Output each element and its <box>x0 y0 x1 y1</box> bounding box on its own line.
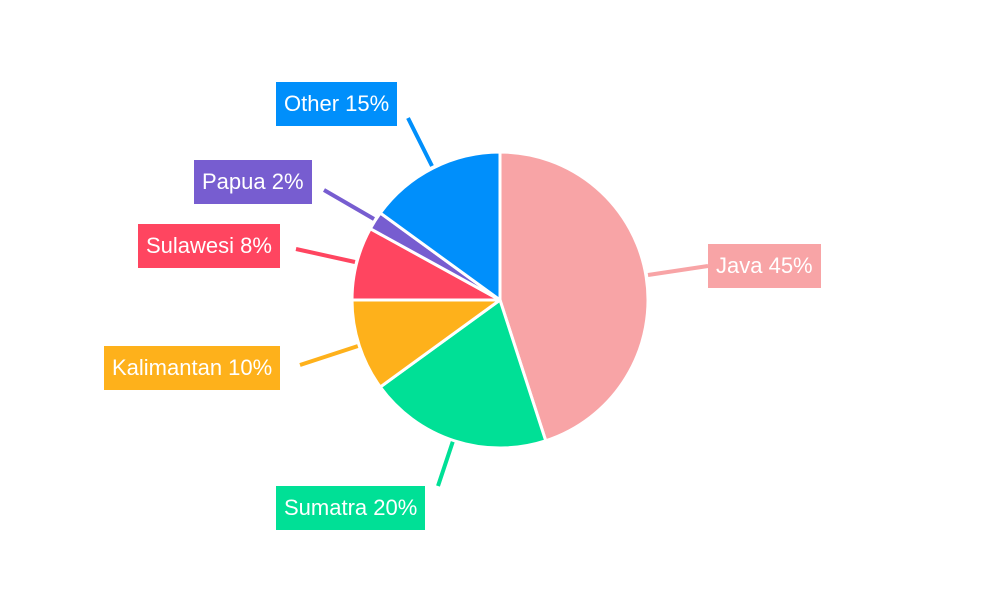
leader-line <box>299 344 359 367</box>
label-papua: Papua 2% <box>194 160 312 204</box>
leader-line <box>322 188 376 221</box>
leader-line <box>406 117 434 167</box>
label-other: Other 15% <box>276 82 398 126</box>
label-java: Java 45% <box>708 244 821 288</box>
leader-line <box>647 264 709 277</box>
pie-slice-sumatra[interactable] <box>378 298 548 450</box>
pie-slice-kalimantan[interactable] <box>350 298 502 389</box>
label-sumatra: Sumatra 20% <box>276 486 426 530</box>
leader-line <box>295 247 356 264</box>
label-sulawesi: Sulawesi 8% <box>138 224 280 268</box>
leader-lines <box>295 117 709 487</box>
pie-slices <box>350 150 650 450</box>
pie-slice-other[interactable] <box>378 150 502 302</box>
leader-line <box>436 440 455 487</box>
pie-slice-java[interactable] <box>498 150 650 443</box>
label-kalimantan: Kalimantan 10% <box>104 346 281 390</box>
